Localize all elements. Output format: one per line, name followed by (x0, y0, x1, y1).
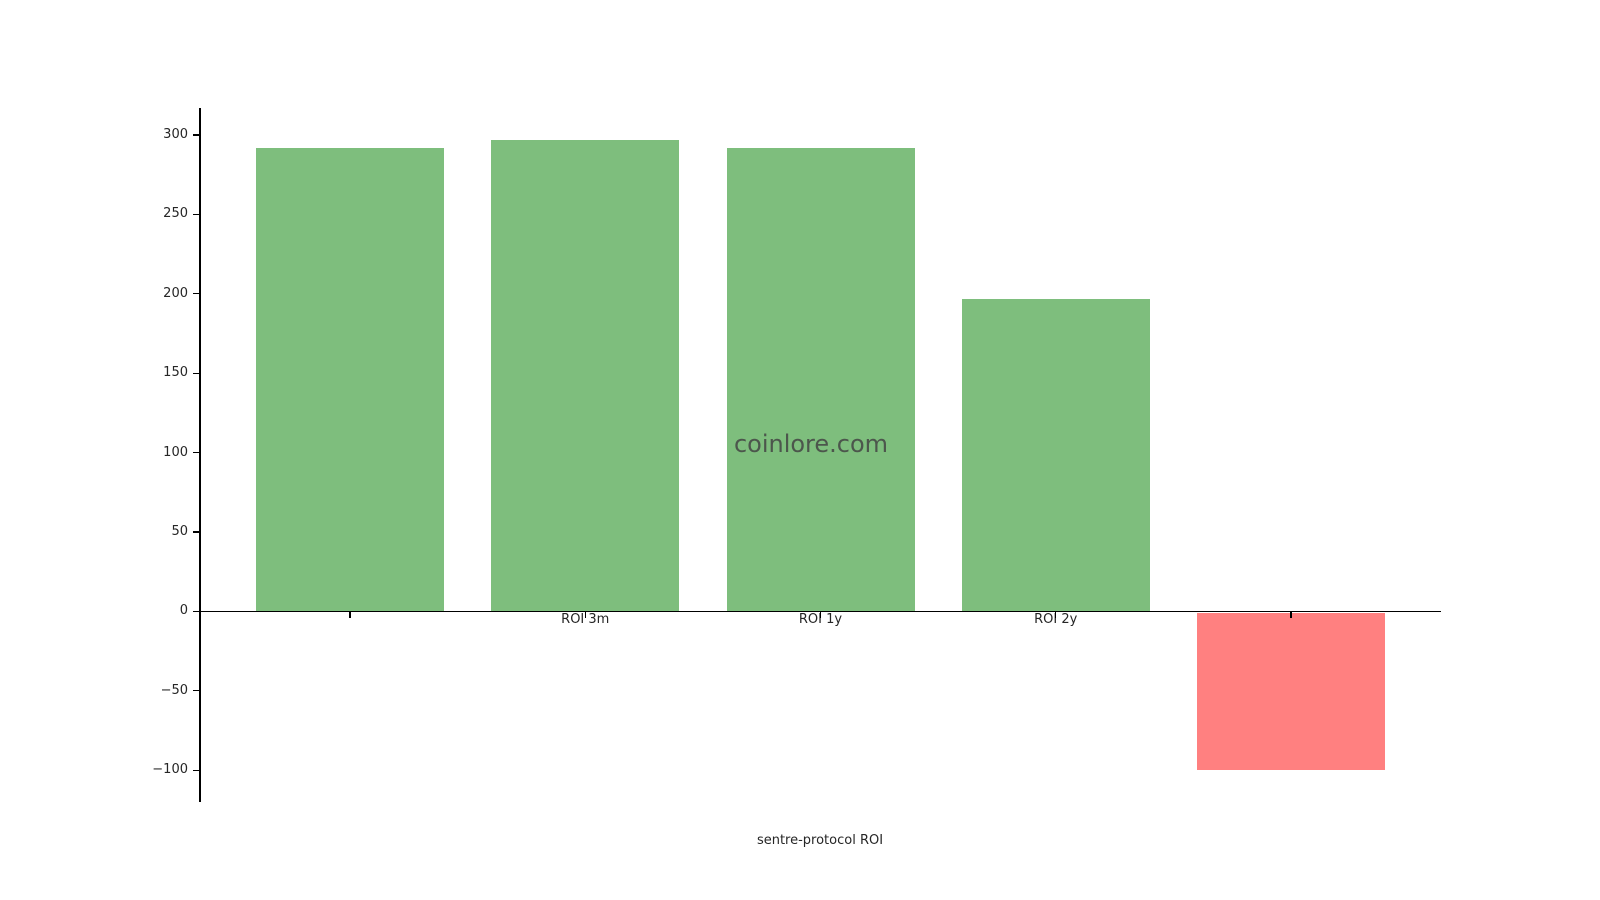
bar-roi-3m (491, 139, 680, 612)
y-tick-mark (193, 213, 200, 215)
y-tick-mark (193, 690, 200, 692)
bar-roi-1y (726, 147, 915, 612)
y-tick-label: −100 (152, 762, 188, 778)
bar-unlabeled-4 (1197, 612, 1385, 771)
y-tick-label: 250 (163, 206, 188, 222)
watermark: coinlore.com (733, 430, 889, 458)
chart-title: sentre-protocol ROI (756, 833, 884, 848)
y-tick-mark (193, 293, 200, 295)
y-tick-mark (193, 610, 200, 612)
y-tick-mark (193, 372, 200, 374)
x-tick-mark (584, 612, 586, 618)
y-tick-label: 200 (163, 285, 188, 301)
y-tick-label: 0 (179, 603, 188, 619)
y-tick-label: −50 (160, 682, 188, 698)
x-tick-label-roi-1y: ROI 1y (798, 612, 843, 628)
x-tick-label-roi-3m: ROI 3m (561, 612, 610, 628)
y-axis-spine (199, 108, 201, 802)
y-tick-mark (193, 531, 200, 533)
x-tick-mark (1055, 612, 1057, 618)
x-tick-mark (819, 612, 822, 618)
bar-unlabeled-0 (256, 147, 444, 612)
x-axis-line (200, 610, 1441, 613)
bar-roi-2y (961, 298, 1150, 612)
y-tick-label: 150 (163, 365, 188, 381)
y-tick-label: 100 (163, 444, 188, 460)
x-tick-mark (1290, 612, 1292, 618)
y-tick-mark (193, 769, 200, 771)
y-tick-label: 50 (171, 524, 188, 540)
x-tick-mark (349, 612, 351, 618)
y-tick-mark (193, 134, 200, 136)
y-tick-mark (193, 452, 200, 454)
x-tick-label-roi-2y: ROI 2y (1034, 612, 1078, 628)
y-tick-label: 300 (163, 126, 188, 142)
